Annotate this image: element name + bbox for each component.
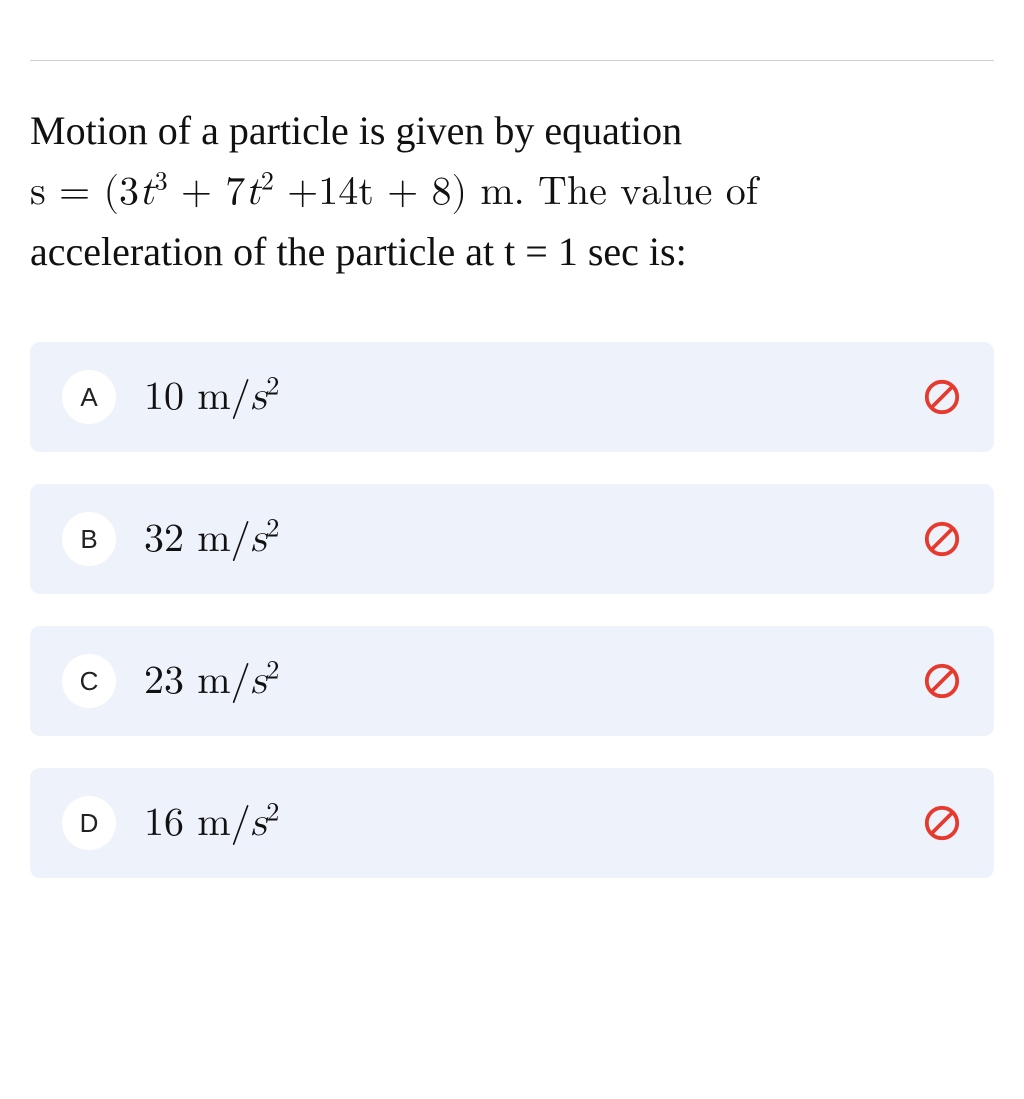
- option-text-a: 10 m/s2: [144, 373, 279, 421]
- option-badge-a: A: [62, 370, 116, 424]
- option-left: C 23 m/s2: [62, 654, 279, 708]
- option-text-d: 16 m/s2: [144, 799, 279, 847]
- option-d[interactable]: D 16 m/s2: [30, 768, 994, 878]
- question-line3: acceleration of the particle at t = 1 se…: [30, 229, 687, 274]
- option-text-b: 32 m/s2: [144, 515, 279, 563]
- options-list: A 10 m/s2 B 32 m/s2 C: [30, 342, 994, 878]
- prohibited-icon: [922, 377, 962, 417]
- option-c[interactable]: C 23 m/s2: [30, 626, 994, 736]
- prohibited-icon: [922, 519, 962, 559]
- option-left: D 16 m/s2: [62, 796, 279, 850]
- option-badge-c: C: [62, 654, 116, 708]
- question-line1: Motion of a particle is given by equatio…: [30, 108, 682, 153]
- prohibited-icon: [922, 661, 962, 701]
- option-b[interactable]: B 32 m/s2: [30, 484, 994, 594]
- option-text-c: 23 m/s2: [144, 657, 279, 705]
- option-left: B 32 m/s2: [62, 512, 279, 566]
- option-badge-b: B: [62, 512, 116, 566]
- divider: [30, 60, 994, 61]
- option-a[interactable]: A 10 m/s2: [30, 342, 994, 452]
- option-badge-d: D: [62, 796, 116, 850]
- question-text: Motion of a particle is given by equatio…: [30, 101, 994, 282]
- prohibited-icon: [922, 803, 962, 843]
- option-left: A 10 m/s2: [62, 370, 279, 424]
- question-line2: s = (3t3 + 7t2 +14t + 8) m. The value of: [30, 172, 758, 212]
- page-container: Motion of a particle is given by equatio…: [0, 60, 1024, 878]
